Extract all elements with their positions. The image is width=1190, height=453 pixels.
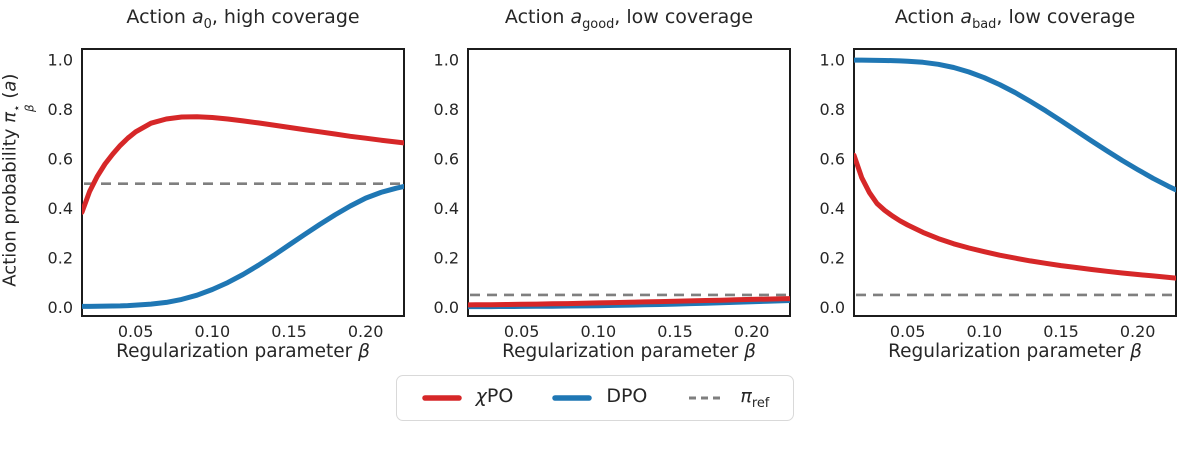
chipo-line-swatch — [421, 394, 462, 401]
y-tick-label: 0.6 — [434, 149, 459, 168]
ylabel-pi: π — [0, 111, 21, 123]
series-line-DPO — [82, 183, 404, 309]
legend-item-dpo: DPO — [551, 385, 647, 411]
x-tick-label: 0.20 — [1120, 322, 1156, 340]
panel-a0-plot: 0.0 0.2 0.4 0.6 0.8 1.0 0.05 0.10 0.15 0.20 — [48, 47, 405, 340]
x-tick-label: 0.15 — [1043, 322, 1079, 340]
y-tick-label: 0.4 — [434, 199, 459, 218]
x-tick-label: 0.10 — [967, 322, 1003, 340]
legend-label-piref: πref — [740, 384, 770, 411]
x-axis-label: Regularization parameter β — [116, 340, 370, 362]
y-tick-label: 0.4 — [820, 199, 845, 218]
ylabel-prefix: Action probability — [0, 122, 21, 287]
y-tick-label: 0.2 — [48, 248, 73, 267]
series-line-χPO — [468, 295, 790, 308]
legend-label-dpo: DPO — [606, 384, 648, 407]
x-tick-label: 0.10 — [195, 322, 231, 340]
x-tick-label: 0.15 — [271, 322, 307, 340]
plot-box — [467, 47, 791, 317]
y-tick-label: 0.6 — [820, 149, 845, 168]
dpo-line-swatch — [552, 394, 593, 401]
legend-item-piref: πref — [685, 385, 769, 411]
panels: Action a0, high coverage 0.0 0.2 0.4 0.6 0.8… — [36, 4, 1180, 362]
x-tick-label: 0.05 — [890, 322, 926, 340]
panel-agood-title: Action agood, low coverage — [504, 6, 754, 32]
y-tick-label: 0.6 — [48, 149, 73, 168]
panel-a0-title: Action a0, high coverage — [126, 6, 360, 32]
y-tick-label: 0.2 — [820, 248, 845, 267]
y-tick-label: 0.8 — [820, 100, 845, 119]
panel-agood: Action agood, low coverage 0.0 0.2 0.4 0.6 0… — [422, 4, 794, 362]
y-tick-label: 0.0 — [434, 298, 459, 317]
x-tick-label: 0.10 — [581, 322, 617, 340]
y-tick-label: 0.0 — [48, 298, 73, 317]
panel-a0: Action a0, high coverage 0.0 0.2 0.4 0.6 0.8… — [36, 4, 408, 362]
legend-label-chipo: χPO — [475, 384, 514, 407]
panel-agood-plot: 0.0 0.2 0.4 0.6 0.8 1.0 0.05 0.10 0.15 0.20 — [434, 47, 791, 340]
x-tick-label: 0.15 — [657, 322, 693, 340]
figure: Action probability π ⋆ β (a) Action a0, hi… — [0, 4, 1180, 362]
legend-row: χPO DPO πref — [0, 374, 1190, 421]
y-axis-label: Action probability π ⋆ β (a) — [0, 73, 37, 287]
y-tick-label: 0.8 — [48, 100, 73, 119]
panel-abad-plot: 0.0 0.2 0.4 0.6 0.8 1.0 0.05 0.10 0.15 0.20 — [820, 47, 1177, 340]
y-tick-label: 0.0 — [820, 298, 845, 317]
y-tick-label: 1.0 — [820, 50, 845, 69]
x-tick-label: 0.05 — [118, 322, 154, 340]
series-line-χPO — [82, 113, 404, 215]
panel-abad: Action abad, low coverage 0.0 0.2 0.4 0.6 0.… — [808, 4, 1180, 362]
ylabel-supsub: ⋆ β — [10, 104, 37, 112]
x-axis-label: Regularization parameter β — [502, 340, 756, 362]
x-tick-label: 0.20 — [348, 322, 384, 340]
y-tick-label: 0.8 — [434, 100, 459, 119]
y-tick-label: 0.4 — [48, 199, 73, 218]
panel-abad-title: Action abad, low coverage — [894, 6, 1136, 32]
x-axis-label: Regularization parameter β — [888, 340, 1142, 362]
piref-dashed-swatch — [689, 396, 724, 400]
y-tick-label: 1.0 — [434, 50, 459, 69]
x-tick-label: 0.20 — [734, 322, 770, 340]
legend: χPO DPO πref — [395, 374, 795, 421]
legend-item-chipo: χPO — [421, 384, 514, 411]
series-line-DPO — [854, 57, 1176, 193]
series-line-χPO — [854, 152, 1176, 281]
y-tick-label: 1.0 — [48, 50, 73, 69]
y-tick-label: 0.2 — [434, 248, 459, 267]
x-tick-label: 0.05 — [504, 322, 540, 340]
